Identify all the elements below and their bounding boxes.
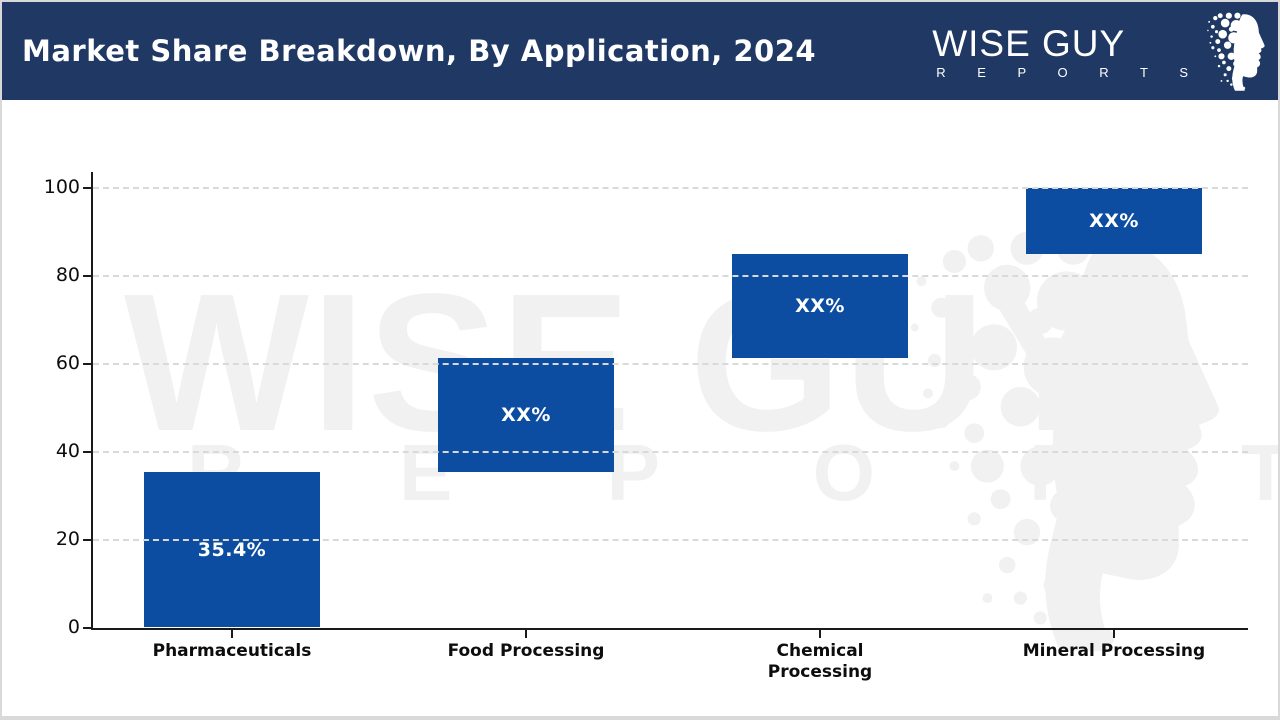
y-tick-label-60: 60 [55,351,80,374]
y-tick-40 [83,450,91,453]
bar-chemical-processing: XX% [732,253,908,358]
dotted-head-profile-icon [1207,12,1265,91]
x-tick-4 [1113,630,1115,638]
page-title: Market Share Breakdown, By Application, … [22,34,817,68]
bar-pharmaceuticals: 35.4% [144,471,320,628]
logo: WISE GUY R E P O R T S [932,10,1266,94]
y-tick-80 [83,274,91,277]
bar-food-processing: XX% [438,357,614,472]
gridline-20 [93,538,1248,541]
y-tick-20 [83,538,91,541]
gridline-80 [93,274,1248,277]
category-label-mineral-processing: Mineral Processing [1022,641,1206,661]
y-tick-label-20: 20 [55,527,80,550]
category-label-pharmaceuticals: Pharmaceuticals [152,641,312,661]
y-tick-0 [83,626,91,629]
bar-mineral-processing: XX% [1026,188,1202,254]
y-tick-100 [83,187,91,189]
bar-value-label: XX% [795,294,845,317]
y-tick-label-40: 40 [55,439,80,462]
gridline-60 [93,362,1248,365]
bar-value-label: 35.4% [197,538,267,561]
y-axis [91,172,93,630]
x-tick-3 [819,630,821,638]
bar-value-label: XX% [501,403,551,426]
logo-wordmark: WISE GUY [932,22,1126,64]
x-tick-1 [231,630,233,638]
gridline-40 [93,450,1248,453]
gridline-100 [93,187,1248,189]
bar-value-label: XX% [1089,209,1139,232]
y-tick-label-80: 80 [55,263,80,286]
y-tick-label-100: 100 [43,176,80,198]
logo-reports-label: R E P O R T S [936,64,1202,80]
category-label-chemical-processing: Chemical Processing [767,641,873,683]
y-tick-60 [83,362,91,365]
header-bar: Market Share Breakdown, By Application, … [2,2,1278,100]
x-axis [91,628,1248,630]
x-tick-2 [525,630,527,638]
y-tick-label-0: 0 [67,615,80,638]
category-label-food-processing: Food Processing [447,641,605,661]
